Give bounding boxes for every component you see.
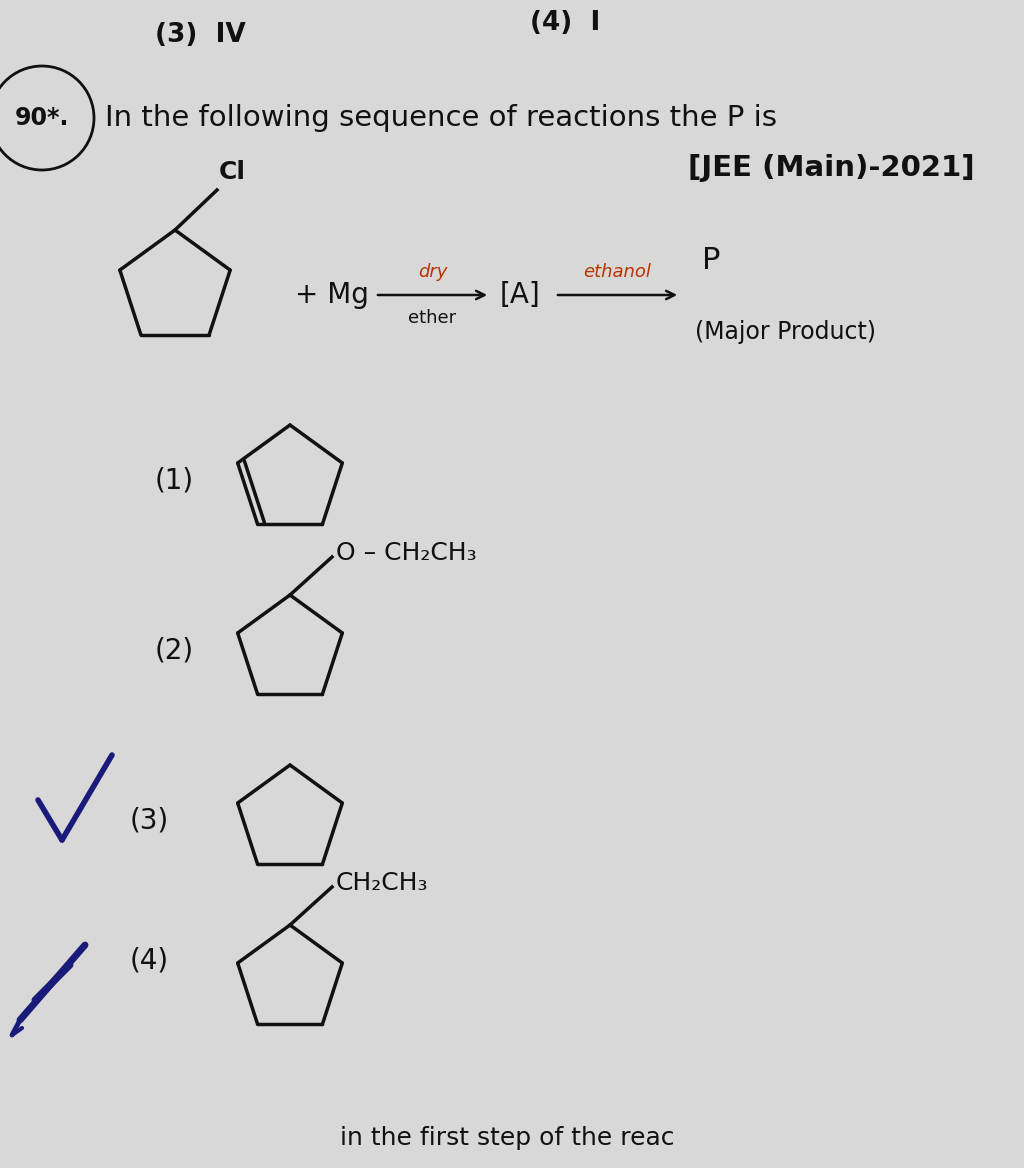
Text: ethanol: ethanol — [584, 263, 651, 281]
Text: (Major Product): (Major Product) — [695, 320, 876, 345]
Text: ether: ether — [409, 310, 457, 327]
Text: (4)  I: (4) I — [530, 11, 600, 36]
Text: dry: dry — [418, 263, 447, 281]
Text: Cl: Cl — [219, 160, 246, 185]
Text: in the first step of the reac: in the first step of the reac — [340, 1126, 675, 1150]
Text: In the following sequence of reactions the P is: In the following sequence of reactions t… — [105, 104, 777, 132]
Text: O – CH₂CH₃: O – CH₂CH₃ — [336, 541, 476, 565]
Text: [A]: [A] — [500, 281, 541, 310]
Text: CH₂CH₃: CH₂CH₃ — [336, 871, 428, 895]
Text: [JEE (Main)-2021]: [JEE (Main)-2021] — [688, 154, 975, 182]
Text: + Mg: + Mg — [295, 281, 369, 310]
Text: (2): (2) — [155, 637, 195, 663]
Text: (4): (4) — [130, 946, 169, 974]
Text: 90*.: 90*. — [14, 106, 70, 130]
Text: (3)  IV: (3) IV — [155, 22, 246, 48]
Text: (3): (3) — [130, 806, 169, 834]
Text: P: P — [702, 246, 720, 274]
Text: (1): (1) — [155, 466, 195, 494]
